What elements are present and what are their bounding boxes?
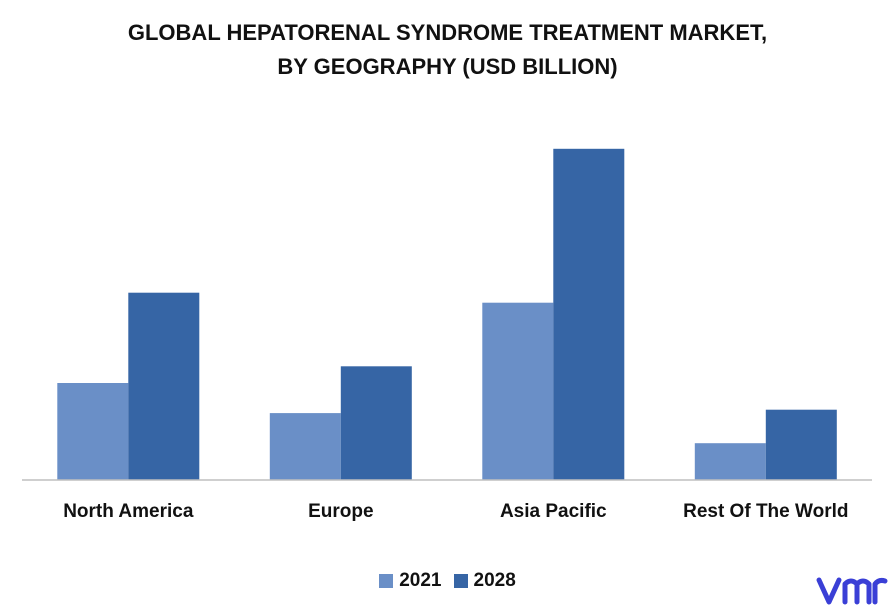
vmr-logo bbox=[816, 577, 888, 605]
legend-swatch-2021 bbox=[379, 574, 394, 588]
bar-europe-2021 bbox=[269, 413, 341, 480]
chart-title-line-2: BY GEOGRAPHY (USD BILLION) bbox=[277, 54, 618, 79]
bar-rest-of-the-world-2028 bbox=[765, 409, 837, 480]
bar-rest-of-the-world-2021 bbox=[694, 443, 766, 480]
chart-title-line-1: GLOBAL HEPATORENAL SYNDROME TREATMENT MA… bbox=[127, 20, 768, 45]
bar-north-america-2028 bbox=[128, 292, 200, 480]
x-tick-label: Europe bbox=[308, 501, 373, 522]
chart-title: GLOBAL HEPATORENAL SYNDROME TREATMENT MA… bbox=[0, 16, 895, 84]
bar-europe-2028 bbox=[340, 366, 412, 480]
bars-group bbox=[57, 148, 837, 481]
legend-item-2028: 2028 bbox=[453, 570, 516, 592]
x-tick-labels: North America Europe Asia Pacific Rest Of T… bbox=[63, 501, 848, 522]
legend-label-2028: 2028 bbox=[473, 570, 516, 591]
bar-asia-pacific-2028 bbox=[553, 148, 625, 481]
bar-north-america-2021 bbox=[57, 383, 129, 480]
legend-item-2021: 2021 bbox=[379, 570, 442, 592]
bar-asia-pacific-2021 bbox=[482, 302, 554, 480]
legend-label-2021: 2021 bbox=[399, 570, 442, 591]
x-tick-label: North America bbox=[63, 501, 194, 522]
legend: 2021 2028 bbox=[0, 570, 895, 592]
x-tick-label: Asia Pacific bbox=[500, 501, 607, 522]
x-tick-label: Rest Of The World bbox=[683, 501, 848, 522]
legend-swatch-2028 bbox=[453, 574, 468, 588]
